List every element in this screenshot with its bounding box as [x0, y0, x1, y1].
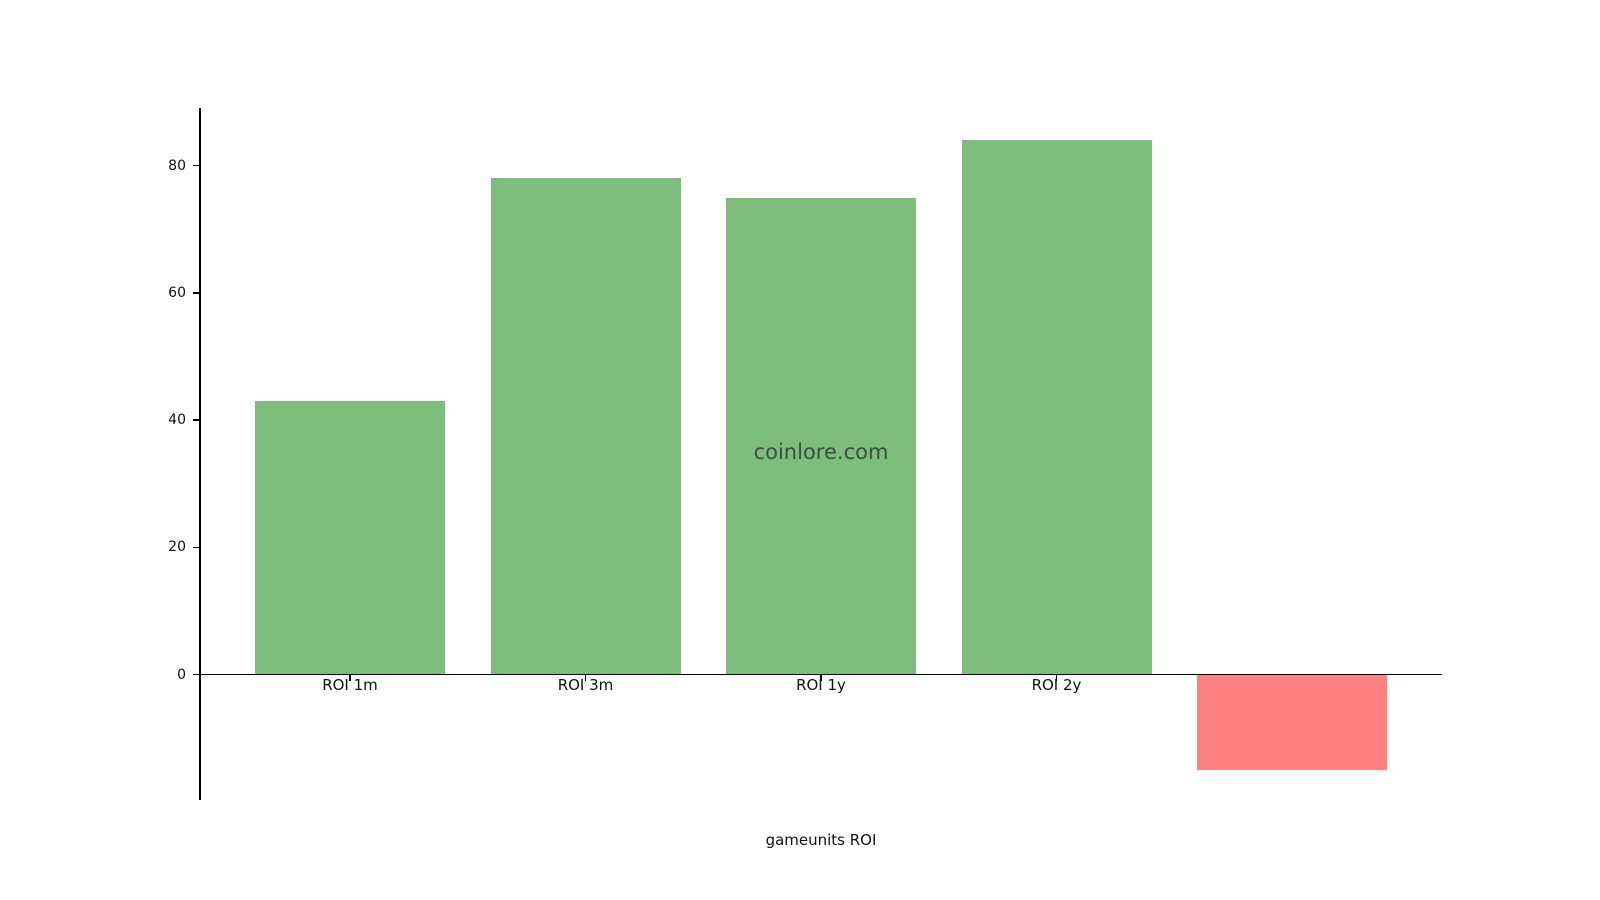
x-tick-label: ROI 3m	[557, 676, 614, 694]
x-tick-label: ROI 1m	[322, 676, 378, 694]
y-tick-mark	[193, 292, 199, 294]
y-tick-label: 0	[177, 666, 186, 683]
bar-roi-1m	[255, 401, 445, 675]
y-tick-mark	[193, 164, 199, 167]
chart-title: gameunits ROI	[765, 831, 877, 849]
x-tick-label: ROI 2y	[1031, 676, 1082, 694]
y-tick-label: 20	[168, 539, 186, 556]
x-tick-mark	[820, 674, 822, 681]
y-tick-mark	[193, 419, 199, 421]
bar-roi-1y	[726, 197, 916, 675]
y-tick-label: 60	[168, 284, 186, 301]
x-tick-mark	[1055, 674, 1058, 681]
y-tick-label: 80	[168, 157, 186, 174]
bar-roi-2y	[961, 140, 1152, 675]
bar-roi-3m	[490, 178, 681, 675]
x-tick-mark	[584, 674, 587, 681]
watermark: coinlore.com	[753, 440, 889, 464]
y-tick-label: 40	[168, 412, 186, 429]
y-axis-line	[199, 108, 201, 800]
y-tick-mark	[193, 673, 199, 676]
x-tick-mark	[349, 674, 351, 681]
x-tick-label: ROI 1y	[796, 676, 846, 694]
bar-unlabeled	[1197, 674, 1387, 770]
y-tick-mark	[193, 546, 199, 549]
